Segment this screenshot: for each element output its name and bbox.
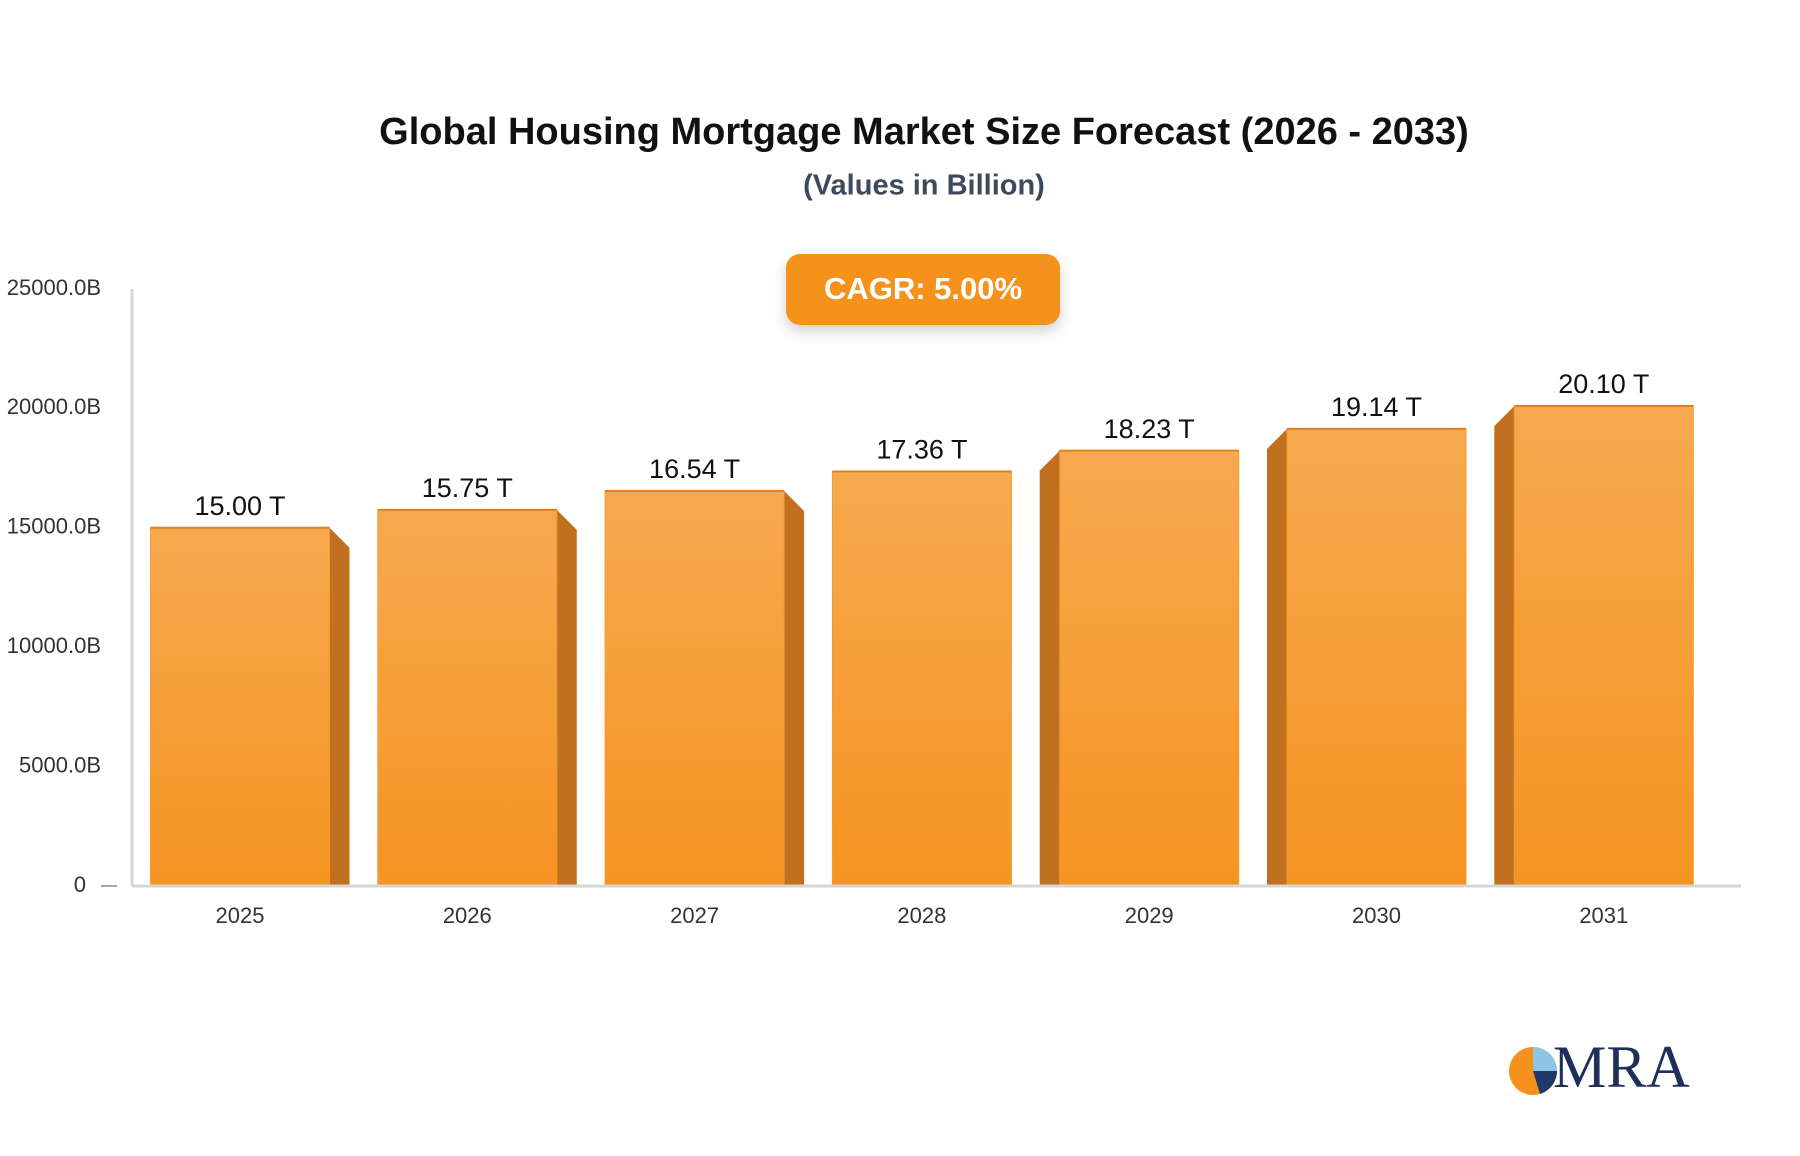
annotation-box bbox=[786, 254, 1060, 325]
bar bbox=[1286, 428, 1467, 887]
x-tick-label: 2029 bbox=[1125, 903, 1174, 928]
chart-title: Global Housing Mortgage Market Size Fore… bbox=[379, 111, 1469, 153]
value-label: 15.75 T bbox=[422, 473, 513, 503]
x-tick-label: 2030 bbox=[1352, 903, 1401, 928]
bar bbox=[1059, 450, 1240, 887]
logo: MRA bbox=[1509, 1034, 1690, 1100]
y-tick-label: 20000.0B bbox=[7, 394, 101, 419]
x-tick-label: 2028 bbox=[897, 903, 946, 928]
logo-text: MRA bbox=[1553, 1034, 1690, 1100]
bar-side bbox=[329, 527, 350, 886]
bar bbox=[150, 527, 330, 887]
value-label: 16.54 T bbox=[649, 454, 740, 484]
bar bbox=[831, 470, 1012, 887]
bar bbox=[604, 490, 785, 887]
x-tick-label: 2031 bbox=[1579, 903, 1628, 928]
value-label: 20.10 T bbox=[1558, 369, 1649, 399]
value-label: 17.36 T bbox=[876, 435, 967, 465]
annotation: CAGR: 5.00% bbox=[824, 271, 1022, 306]
chart-subtitle: (Values in Billion) bbox=[803, 170, 1045, 202]
bar-side bbox=[784, 491, 805, 886]
value-label: 19.14 T bbox=[1331, 392, 1422, 422]
x-tick-label: 2025 bbox=[216, 903, 265, 928]
bar-side bbox=[556, 509, 577, 886]
bar-side bbox=[1267, 428, 1287, 886]
value-label: 15.00 T bbox=[194, 491, 285, 521]
y-tick-label: 10000.0B bbox=[7, 633, 101, 658]
y-tick-label: 0 bbox=[74, 872, 86, 897]
bar-side bbox=[1494, 406, 1515, 886]
y-tick-label: 25000.0B bbox=[7, 275, 101, 300]
value-label: 18.23 T bbox=[1104, 414, 1195, 444]
bar bbox=[1513, 405, 1694, 887]
y-tick-label: 5000.0B bbox=[19, 752, 101, 777]
x-tick-label: 2027 bbox=[670, 903, 719, 928]
bar-side bbox=[1039, 450, 1060, 886]
y-tick-label: 15000.0B bbox=[7, 514, 101, 539]
x-tick-label: 2026 bbox=[443, 903, 492, 928]
logo-icon bbox=[1533, 1071, 1558, 1094]
bar bbox=[377, 509, 558, 887]
logo-icon bbox=[1533, 1047, 1557, 1071]
